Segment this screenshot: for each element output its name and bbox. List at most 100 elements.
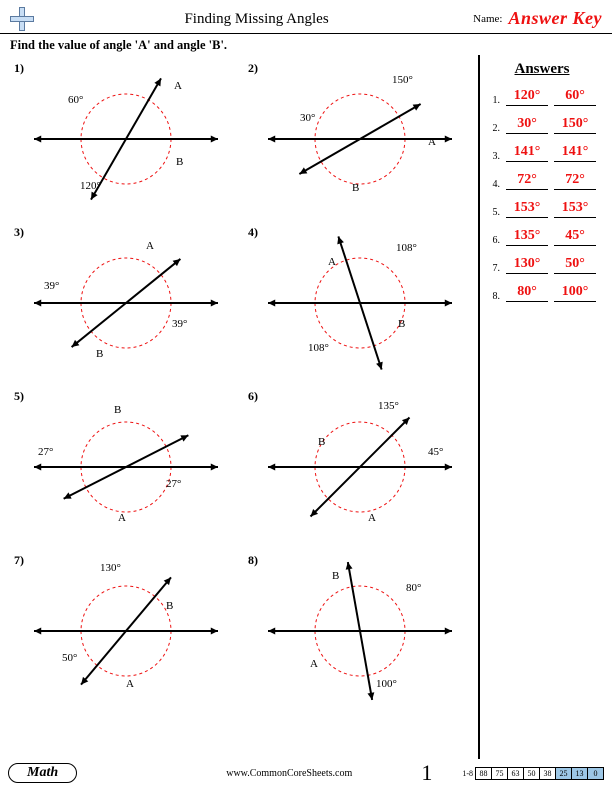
answers-heading: Answers xyxy=(488,61,596,78)
angle-diagram: A B 80° 100° xyxy=(260,555,470,705)
problem: 2) 30° 150° A B xyxy=(244,57,478,221)
svg-text:A: A xyxy=(368,512,376,524)
svg-text:B: B xyxy=(352,182,359,194)
svg-text:A: A xyxy=(328,256,336,268)
answer-a: 141° xyxy=(506,144,548,162)
svg-text:60°: 60° xyxy=(68,94,83,106)
angle-diagram: 30° 150° A B xyxy=(260,63,470,213)
svg-text:80°: 80° xyxy=(406,582,421,594)
answer-a: 30° xyxy=(506,116,548,134)
answer-row: 3. 141° 141° xyxy=(488,144,596,162)
answer-key-label: Answer Key xyxy=(508,8,602,29)
scale-cell: 63 xyxy=(507,767,524,780)
answers-sidebar: Answers 1. 120° 60° 2. 30° 150° 3. 141° 14… xyxy=(478,55,602,759)
problem-number: 6) xyxy=(248,389,258,404)
scale-cell: 25 xyxy=(555,767,572,780)
problem-number: 7) xyxy=(14,553,24,568)
svg-text:100°: 100° xyxy=(376,678,397,690)
problem-number: 1) xyxy=(14,61,24,76)
scale-cell: 0 xyxy=(587,767,604,780)
problem: 5) 27° B 27° A xyxy=(10,385,244,549)
site-url: www.CommonCoreSheets.com xyxy=(77,768,501,779)
svg-text:A: A xyxy=(310,658,318,670)
answer-b: 60° xyxy=(554,88,596,106)
svg-text:39°: 39° xyxy=(44,280,59,292)
scale-cell: 88 xyxy=(475,767,492,780)
scale-cell: 50 xyxy=(523,767,540,780)
problems-grid: 1) 60° A B 120° 2) 30° 150° A B 3) 39° A… xyxy=(10,55,478,759)
angle-diagram: 39° A 39° B xyxy=(26,227,236,377)
svg-text:B: B xyxy=(96,348,103,360)
svg-text:108°: 108° xyxy=(396,242,417,254)
page-title: Finding Missing Angles xyxy=(40,9,473,28)
answer-b: 100° xyxy=(554,284,596,302)
plus-logo-icon xyxy=(10,7,34,31)
answer-index: 4. xyxy=(488,179,500,190)
answer-b: 45° xyxy=(554,228,596,246)
answers-list: 1. 120° 60° 2. 30° 150° 3. 141° 141° 4. 72°… xyxy=(488,88,596,302)
svg-text:A: A xyxy=(146,240,154,252)
page-number: 1 xyxy=(421,760,432,786)
svg-text:A: A xyxy=(174,80,182,92)
svg-text:39°: 39° xyxy=(172,318,187,330)
svg-text:A: A xyxy=(428,136,436,148)
answer-index: 5. xyxy=(488,207,500,218)
svg-text:B: B xyxy=(166,600,173,612)
svg-text:45°: 45° xyxy=(428,446,443,458)
svg-text:120°: 120° xyxy=(80,180,101,192)
worksheet-header: Finding Missing Angles Name: Answer Key xyxy=(0,0,612,34)
svg-text:B: B xyxy=(176,156,183,168)
answer-a: 80° xyxy=(506,284,548,302)
answer-index: 8. xyxy=(488,291,500,302)
problem-number: 5) xyxy=(14,389,24,404)
answer-index: 1. xyxy=(488,95,500,106)
answer-a: 135° xyxy=(506,228,548,246)
footer: Math www.CommonCoreSheets.com 1 1-8 8875… xyxy=(0,760,612,786)
answer-b: 50° xyxy=(554,256,596,274)
scale-cell: 75 xyxy=(491,767,508,780)
problem-number: 2) xyxy=(248,61,258,76)
problem: 4) A 108° B 108° xyxy=(244,221,478,385)
svg-text:A: A xyxy=(126,678,134,690)
answer-row: 1. 120° 60° xyxy=(488,88,596,106)
angle-diagram: 60° A B 120° xyxy=(26,63,236,213)
answer-a: 120° xyxy=(506,88,548,106)
answer-index: 6. xyxy=(488,235,500,246)
angle-diagram: B 135° 45° A xyxy=(260,391,470,541)
answer-index: 3. xyxy=(488,151,500,162)
answer-row: 8. 80° 100° xyxy=(488,284,596,302)
svg-text:B: B xyxy=(332,570,339,582)
answer-index: 7. xyxy=(488,263,500,274)
svg-text:130°: 130° xyxy=(100,562,121,574)
scale-cell: 38 xyxy=(539,767,556,780)
angle-diagram: A 108° B 108° xyxy=(260,227,470,377)
answer-row: 7. 130° 50° xyxy=(488,256,596,274)
answer-index: 2. xyxy=(488,123,500,134)
answer-a: 153° xyxy=(506,200,548,218)
svg-text:A: A xyxy=(118,512,126,524)
answer-row: 2. 30° 150° xyxy=(488,116,596,134)
problem: 6) B 135° 45° A xyxy=(244,385,478,549)
svg-text:30°: 30° xyxy=(300,112,315,124)
svg-text:135°: 135° xyxy=(378,400,399,412)
problem: 1) 60° A B 120° xyxy=(10,57,244,221)
svg-text:50°: 50° xyxy=(62,652,77,664)
answer-b: 141° xyxy=(554,144,596,162)
answer-b: 153° xyxy=(554,200,596,218)
answer-b: 72° xyxy=(554,172,596,190)
subject-pill: Math xyxy=(8,763,77,783)
instruction-text: Find the value of angle 'A' and angle 'B… xyxy=(0,34,612,55)
answer-row: 4. 72° 72° xyxy=(488,172,596,190)
angle-diagram: 27° B 27° A xyxy=(26,391,236,541)
angle-diagram: 50° 130° B A xyxy=(26,555,236,705)
svg-text:108°: 108° xyxy=(308,342,329,354)
problem: 7) 50° 130° B A xyxy=(10,549,244,713)
problem: 8) A B 80° 100° xyxy=(244,549,478,713)
svg-text:27°: 27° xyxy=(38,446,53,458)
svg-text:27°: 27° xyxy=(166,478,181,490)
svg-text:B: B xyxy=(318,436,325,448)
scale-cell: 13 xyxy=(571,767,588,780)
answer-a: 72° xyxy=(506,172,548,190)
problem-number: 4) xyxy=(248,225,258,240)
answer-b: 150° xyxy=(554,116,596,134)
